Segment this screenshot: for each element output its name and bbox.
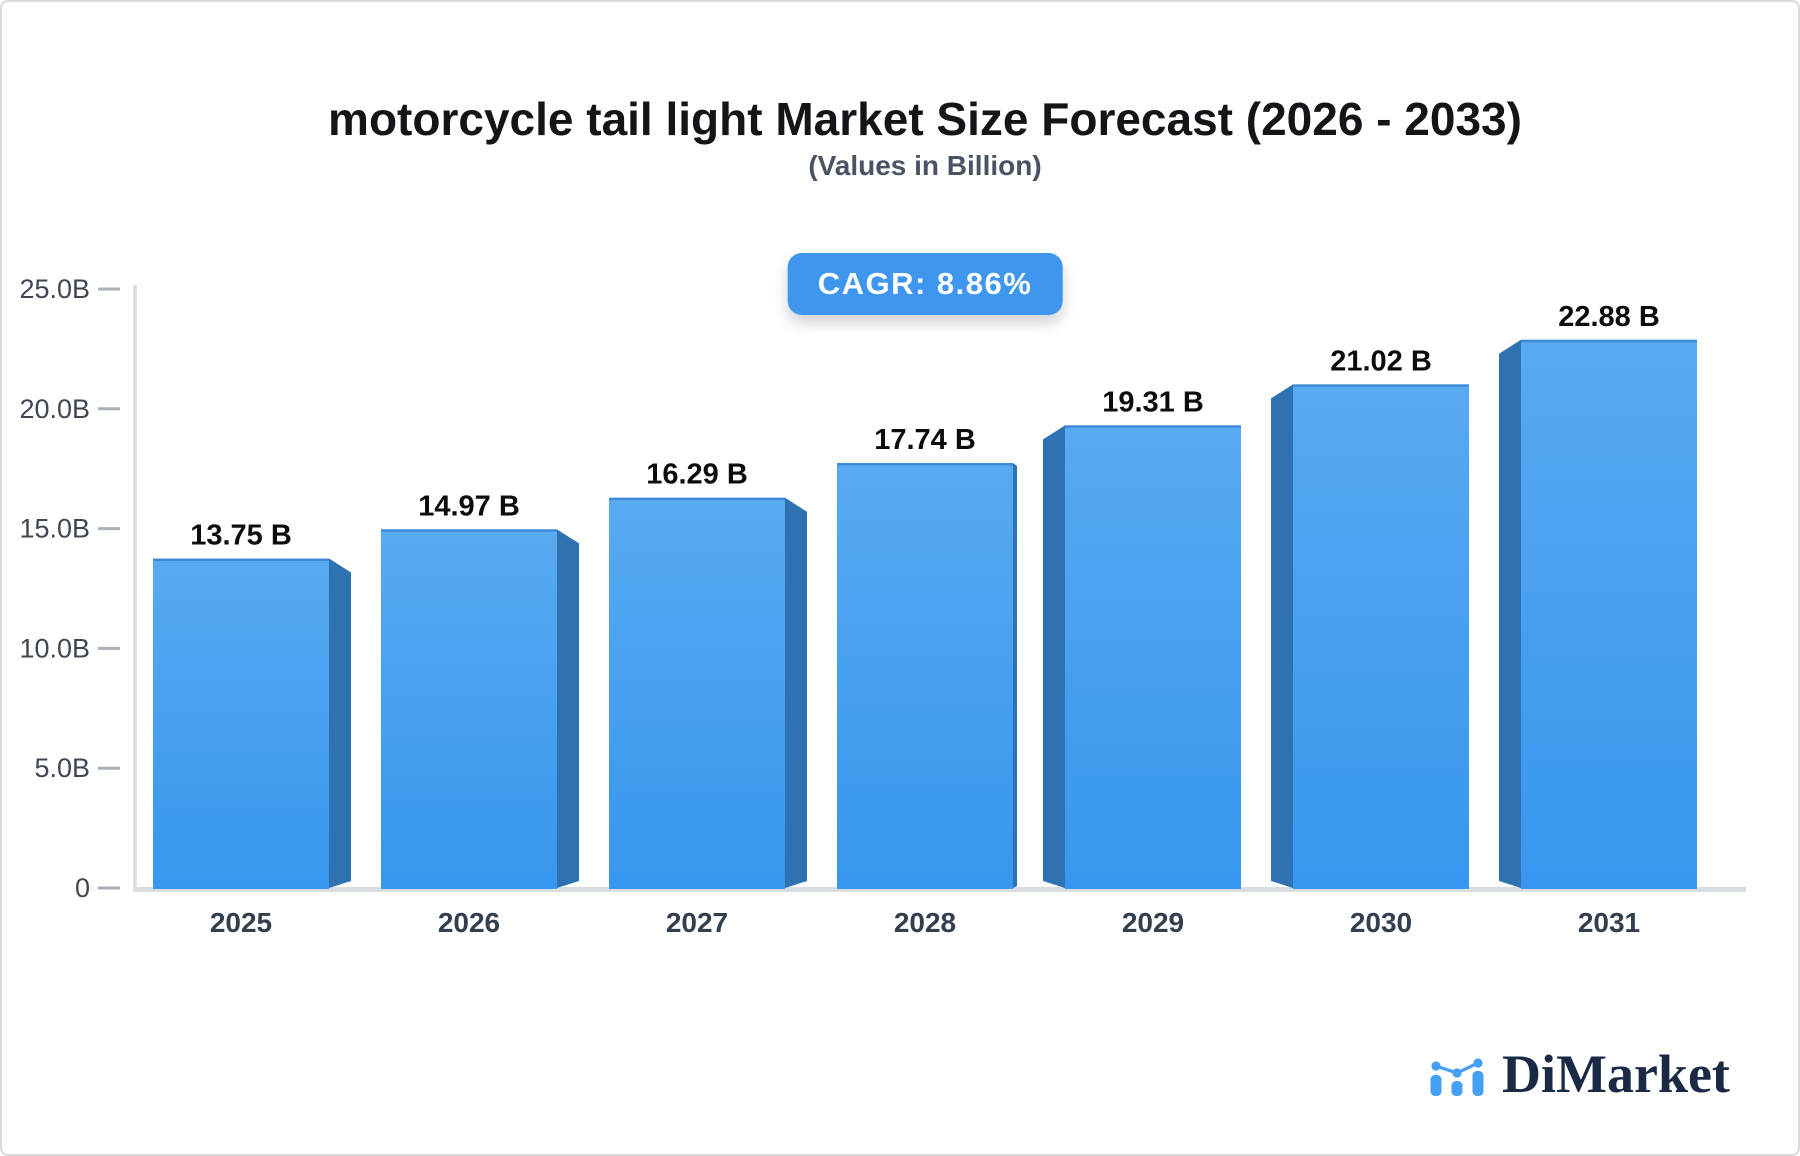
bar-front-face-2029 bbox=[1065, 425, 1241, 889]
bar-side-face-2026 bbox=[557, 529, 579, 888]
bar-group-2030: 21.02 B 2030 bbox=[1271, 345, 1469, 938]
x-axis-label-2030: 2030 bbox=[1350, 907, 1412, 938]
bar-front-face-2028 bbox=[837, 462, 1013, 889]
bar-group-2029: 19.31 B 2029 bbox=[1043, 386, 1241, 938]
y-tick-label-5.0B: 5.0B bbox=[34, 753, 90, 783]
bar-value-label-2029: 19.31 B bbox=[1102, 386, 1204, 418]
bar-value-label-2026: 14.97 B bbox=[418, 490, 520, 522]
bar-value-label-2028: 17.74 B bbox=[874, 424, 976, 456]
bar-front-face-2025 bbox=[153, 558, 329, 889]
bar-front-face-2026 bbox=[381, 529, 557, 889]
bar-side-face-2029 bbox=[1043, 425, 1065, 888]
y-tick-label-25.0B: 25.0B bbox=[19, 274, 90, 304]
y-tick-label-15.0B: 15.0B bbox=[19, 514, 90, 544]
y-tick-label-20.0B: 20.0B bbox=[19, 394, 90, 424]
bar-front-face-2030 bbox=[1293, 384, 1469, 889]
bar-group-2031: 22.88 B 2031 bbox=[1499, 301, 1697, 938]
x-axis-label-2029: 2029 bbox=[1122, 907, 1184, 938]
bar-group-2027: 16.29 B 2027 bbox=[609, 459, 807, 938]
bar-side-face-2025 bbox=[329, 558, 351, 888]
brand-logo: DiMarket bbox=[1429, 1044, 1730, 1104]
bar-side-face-2028 bbox=[1013, 462, 1017, 888]
bar-side-face-2030 bbox=[1271, 384, 1293, 888]
bar-value-label-2030: 21.02 B bbox=[1330, 345, 1432, 377]
bar-side-face-2027 bbox=[785, 497, 807, 888]
cagr-badge: CAGR: 8.86% bbox=[787, 253, 1063, 315]
x-axis-label-2028: 2028 bbox=[894, 907, 956, 938]
mini-bar-chart-icon bbox=[1430, 1058, 1484, 1097]
bar-value-label-2025: 13.75 B bbox=[190, 520, 292, 552]
x-axis-label-2025: 2025 bbox=[210, 907, 272, 938]
bar-value-label-2027: 16.29 B bbox=[646, 459, 748, 491]
y-tick-label-0: 0 bbox=[75, 873, 90, 903]
bar-side-face-2031 bbox=[1499, 339, 1521, 889]
bar-front-face-2027 bbox=[609, 497, 785, 889]
x-axis-label-2027: 2027 bbox=[666, 907, 728, 938]
chart-subtitle: (Values in Billion) bbox=[808, 150, 1042, 181]
bar-group-2026: 14.97 B 2026 bbox=[381, 490, 579, 938]
bar-value-label-2031: 22.88 B bbox=[1558, 301, 1660, 333]
bar-group-2025: 13.75 B 2025 bbox=[153, 520, 351, 938]
brand-name: DiMarket bbox=[1502, 1044, 1730, 1104]
bar-front-face-2031 bbox=[1521, 339, 1697, 890]
x-axis-label-2026: 2026 bbox=[438, 907, 500, 938]
x-axis-label-2031: 2031 bbox=[1578, 907, 1640, 938]
bar-group-2028: 17.74 B 2028 bbox=[837, 424, 1017, 938]
y-tick-label-10.0B: 10.0B bbox=[19, 633, 90, 663]
chart-title: motorcycle tail light Market Size Foreca… bbox=[328, 93, 1522, 145]
